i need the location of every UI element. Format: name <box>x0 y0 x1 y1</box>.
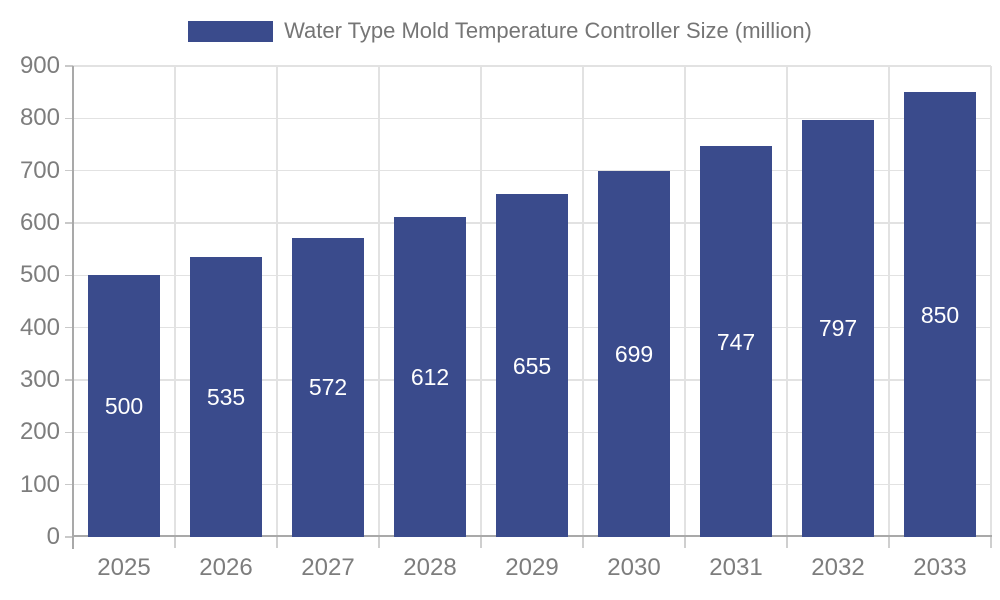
bar-value-label: 797 <box>818 315 858 342</box>
x-axis-tick <box>786 537 788 548</box>
y-tick-label: 100 <box>19 470 60 498</box>
x-tick-label: 2028 <box>403 554 457 581</box>
y-axis-tick <box>65 431 73 434</box>
y-axis-tick <box>65 169 73 172</box>
v-gridline <box>174 66 176 537</box>
x-axis-tick <box>684 537 686 548</box>
y-tick-label: 200 <box>19 418 60 446</box>
x-tick-label: 2025 <box>97 554 151 581</box>
bar-value-label: 572 <box>308 374 348 401</box>
x-tick-label: 2026 <box>199 554 253 581</box>
bar: 655 <box>496 194 568 537</box>
v-gridline <box>888 66 890 537</box>
y-tick-label: 400 <box>19 313 60 341</box>
x-axis-tick <box>888 537 890 548</box>
v-gridline <box>480 66 482 537</box>
y-axis-tick <box>65 379 73 381</box>
bar-value-label: 612 <box>410 363 450 390</box>
bar-value-label: 699 <box>614 341 654 368</box>
y-axis-tick <box>65 326 73 329</box>
y-axis-tick <box>65 274 73 277</box>
h-gridline <box>73 169 991 172</box>
v-gridline <box>276 66 278 537</box>
y-axis-line <box>72 66 74 549</box>
bar: 699 <box>598 171 670 537</box>
bar: 797 <box>802 119 874 537</box>
x-tick-label: 2027 <box>301 554 355 581</box>
x-tick-label: 2033 <box>913 554 967 581</box>
bar: 500 <box>88 275 160 537</box>
y-axis-tick <box>65 117 73 120</box>
bar: 850 <box>904 92 976 537</box>
bar-value-label: 655 <box>512 352 552 379</box>
x-axis-tick <box>990 537 992 548</box>
bar: 572 <box>292 237 364 537</box>
legend: Water Type Mold Temperature Controller S… <box>0 18 1000 44</box>
x-axis-tick <box>276 537 278 548</box>
h-gridline <box>73 117 991 120</box>
y-tick-label: 300 <box>19 366 60 393</box>
y-tick-label: 800 <box>19 104 60 132</box>
bar: 535 <box>190 257 262 537</box>
v-gridline <box>990 66 992 537</box>
legend-swatch <box>188 20 274 42</box>
bar-value-label: 747 <box>716 328 756 355</box>
y-axis-tick <box>65 536 73 538</box>
y-tick-label: 600 <box>19 209 60 236</box>
x-axis-tick <box>480 537 482 548</box>
y-axis-tick <box>65 65 73 67</box>
y-tick-label: 500 <box>19 261 60 289</box>
plot-area: 0 100 200 300 400 500 600 700 800 900 500 2025 535 20… <box>20 52 992 581</box>
y-tick-label: 0 <box>46 523 60 550</box>
x-tick-label: 2029 <box>505 554 559 581</box>
x-axis-tick <box>378 537 380 548</box>
bar: 747 <box>700 146 772 537</box>
x-tick-label: 2031 <box>709 554 763 581</box>
legend-label: Water Type Mold Temperature Controller S… <box>284 18 812 43</box>
x-axis-tick <box>582 537 584 548</box>
y-axis-tick <box>65 483 73 486</box>
y-tick-label: 900 <box>19 52 60 79</box>
bar-value-label: 850 <box>920 301 960 328</box>
x-tick-label: 2030 <box>607 554 661 581</box>
x-tick-label: 2032 <box>811 554 865 581</box>
bar-value-label: 500 <box>104 393 144 420</box>
x-axis-tick <box>174 537 176 548</box>
y-tick-label: 700 <box>19 156 60 184</box>
v-gridline <box>378 66 380 537</box>
y-axis-tick <box>65 222 73 224</box>
bar-value-label: 535 <box>206 384 246 410</box>
v-gridline <box>684 66 686 537</box>
v-gridline <box>582 66 584 537</box>
h-gridline <box>73 65 991 67</box>
v-gridline <box>786 66 788 537</box>
bar: 612 <box>394 216 466 537</box>
